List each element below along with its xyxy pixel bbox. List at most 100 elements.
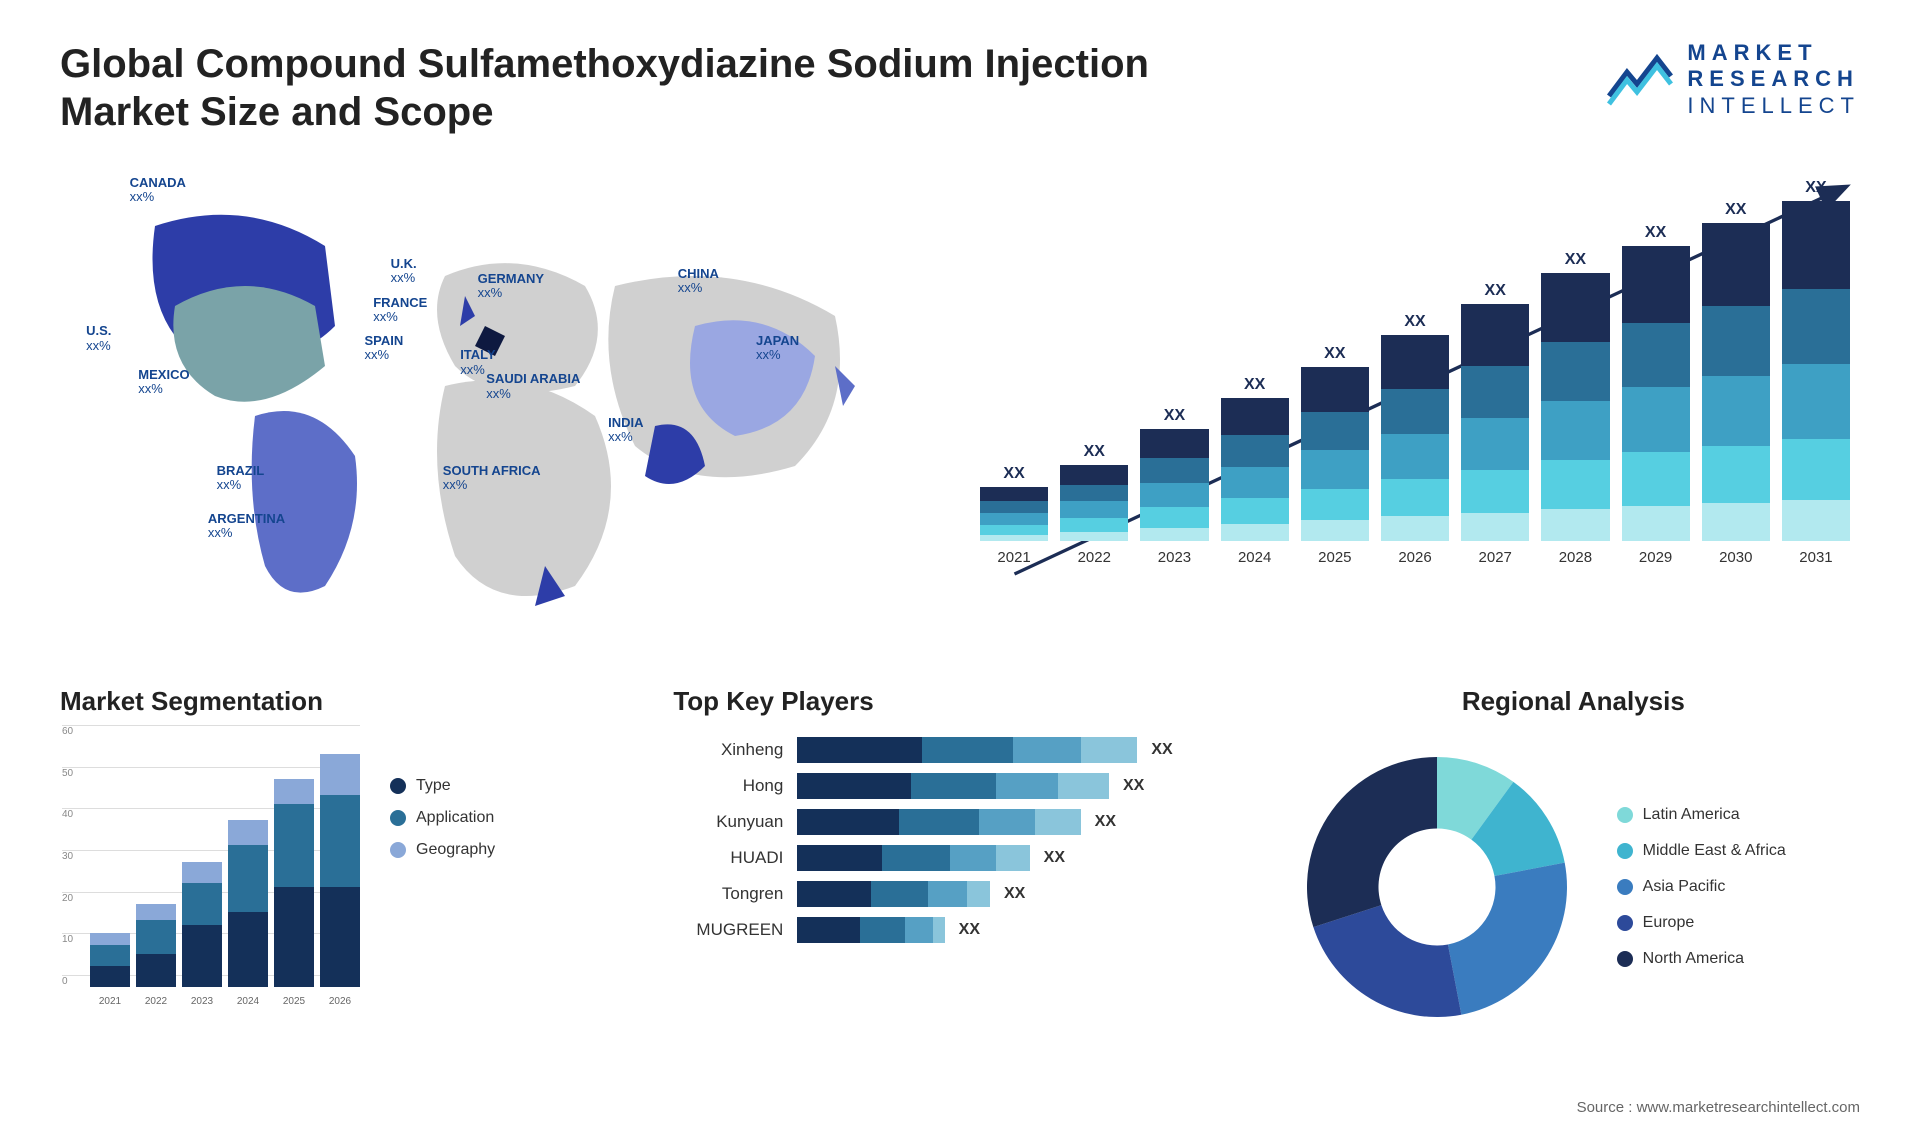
logo-icon [1605, 52, 1675, 108]
bar-year-label: 2025 [1318, 549, 1351, 566]
player-value: XX [1004, 885, 1025, 903]
player-name: HUADI [673, 848, 783, 868]
seg-year-label: 2021 [90, 996, 130, 1007]
growth-bar: XX 2023 [1140, 407, 1208, 566]
source-text: Source : www.marketresearchintellect.com [1577, 1099, 1860, 1116]
donut-legend: Latin AmericaMiddle East & AfricaAsia Pa… [1617, 806, 1786, 968]
map-label: SOUTH AFRICAxx% [443, 464, 541, 493]
growth-chart: XX2021XX2022XX2023XX2024XX2025XX2026XX20… [970, 166, 1860, 646]
donut-chart [1287, 737, 1587, 1037]
bar-value-label: XX [1164, 407, 1185, 425]
bar-value-label: XX [1404, 313, 1425, 331]
regional-panel: Regional Analysis Latin AmericaMiddle Ea… [1287, 686, 1860, 1037]
growth-bar: XX2028 [1541, 251, 1609, 566]
players-title: Top Key Players [673, 686, 1246, 717]
bar-year-label: 2023 [1158, 549, 1191, 566]
bar-year-label: 2028 [1559, 549, 1592, 566]
world-map: CANADAxx% U.S.xx% MEXICOxx% BRAZILxx% ARGENT… [60, 166, 930, 646]
player-value: XX [1044, 849, 1065, 867]
player-name: MUGREEN [673, 920, 783, 940]
bar-value-label: XX [1084, 443, 1105, 461]
logo: MARKET RESEARCH INTELLECT [1605, 40, 1860, 119]
growth-bar: XX2022 [1060, 443, 1128, 566]
player-name: Kunyuan [673, 812, 783, 832]
map-label: SAUDI ARABIAxx% [486, 372, 580, 401]
world-map-svg [60, 166, 930, 646]
page-title: Global Compound Sulfamethoxydiazine Sodi… [60, 40, 1260, 136]
bar-value-label: XX [1645, 224, 1666, 242]
bar-value-label: XX [1725, 201, 1746, 219]
legend-item: North America [1617, 950, 1786, 968]
seg-year-label: 2024 [228, 996, 268, 1007]
legend-item: Latin America [1617, 806, 1786, 824]
legend-item: Type [390, 777, 495, 795]
map-label: MEXICOxx% [138, 368, 189, 397]
bar-year-label: 2029 [1639, 549, 1672, 566]
logo-text: MARKET RESEARCH INTELLECT [1687, 40, 1860, 119]
player-row: Hong XX [673, 773, 1233, 799]
map-label: CANADAxx% [130, 176, 186, 205]
growth-bar: XX 2030 [1702, 201, 1770, 566]
bar-year-label: 2021 [997, 549, 1030, 566]
legend-item: Europe [1617, 914, 1786, 932]
regional-title: Regional Analysis [1287, 686, 1860, 717]
segmentation-chart: 0102030405060 202120222023202420252026 [60, 737, 360, 1017]
players-list: XinhengXX Hong XX Kunyuan XX HUADI XX Tongren XX… [673, 737, 1233, 943]
seg-year-label: 2023 [182, 996, 222, 1007]
map-label: SPAINxx% [365, 334, 404, 363]
player-row: XinhengXX [673, 737, 1233, 763]
donut-slice [1307, 757, 1437, 927]
map-label: U.S.xx% [86, 324, 111, 353]
segmentation-bar [90, 933, 130, 987]
segmentation-bar [136, 904, 176, 987]
header: Global Compound Sulfamethoxydiazine Sodi… [60, 40, 1860, 136]
segmentation-bar [320, 754, 360, 987]
players-panel: Top Key Players XinhengXX Hong XX Kunyuan XX… [673, 686, 1246, 1037]
segmentation-legend: TypeApplicationGeography [390, 737, 495, 1017]
bottom-row: Market Segmentation 0102030405060 202120… [60, 686, 1860, 1037]
map-label: CHINAxx% [678, 267, 719, 296]
bar-year-label: 2024 [1238, 549, 1271, 566]
bar-year-label: 2026 [1398, 549, 1431, 566]
map-label: BRAZILxx% [217, 464, 265, 493]
legend-item: Asia Pacific [1617, 878, 1786, 896]
segmentation-bar [228, 820, 268, 987]
donut-slice [1448, 863, 1567, 1015]
player-row: Kunyuan XX [673, 809, 1233, 835]
top-row: CANADAxx% U.S.xx% MEXICOxx% BRAZILxx% ARGENT… [60, 166, 1860, 646]
growth-bar: XX 2024 [1221, 376, 1289, 566]
seg-year-label: 2025 [274, 996, 314, 1007]
growth-bar: XX 2026 [1381, 313, 1449, 566]
bar-year-label: 2031 [1799, 549, 1832, 566]
growth-bar: XX 2031 [1782, 179, 1850, 566]
player-value: XX [1095, 813, 1116, 831]
seg-year-label: 2026 [320, 996, 360, 1007]
bar-value-label: XX [1244, 376, 1265, 394]
segmentation-bar [182, 862, 222, 987]
player-value: XX [959, 921, 980, 939]
growth-bar: XX 2021 [980, 465, 1048, 566]
legend-item: Geography [390, 841, 495, 859]
player-row: Tongren XX [673, 881, 1233, 907]
growth-bars: XX2021XX2022XX2023XX2024XX2025XX2026XX20… [980, 186, 1850, 566]
bar-value-label: XX [1485, 282, 1506, 300]
player-value: XX [1151, 741, 1172, 759]
map-label: JAPANxx% [756, 334, 799, 363]
growth-bar: XX 2029 [1622, 224, 1690, 566]
map-label: ARGENTINAxx% [208, 512, 285, 541]
player-value: XX [1123, 777, 1144, 795]
segmentation-title: Market Segmentation [60, 686, 633, 717]
bar-value-label: XX [1805, 179, 1826, 197]
player-row: MUGREEN XX [673, 917, 1233, 943]
player-row: HUADI XX [673, 845, 1233, 871]
donut-slice [1313, 905, 1461, 1017]
player-name: Hong [673, 776, 783, 796]
map-label: U.K.xx% [391, 257, 417, 286]
bar-value-label: XX [1003, 465, 1024, 483]
map-label: GERMANYxx% [478, 272, 544, 301]
player-name: Tongren [673, 884, 783, 904]
bar-year-label: 2030 [1719, 549, 1752, 566]
growth-bar: XX 2025 [1301, 345, 1369, 566]
seg-year-label: 2022 [136, 996, 176, 1007]
bar-value-label: XX [1324, 345, 1345, 363]
